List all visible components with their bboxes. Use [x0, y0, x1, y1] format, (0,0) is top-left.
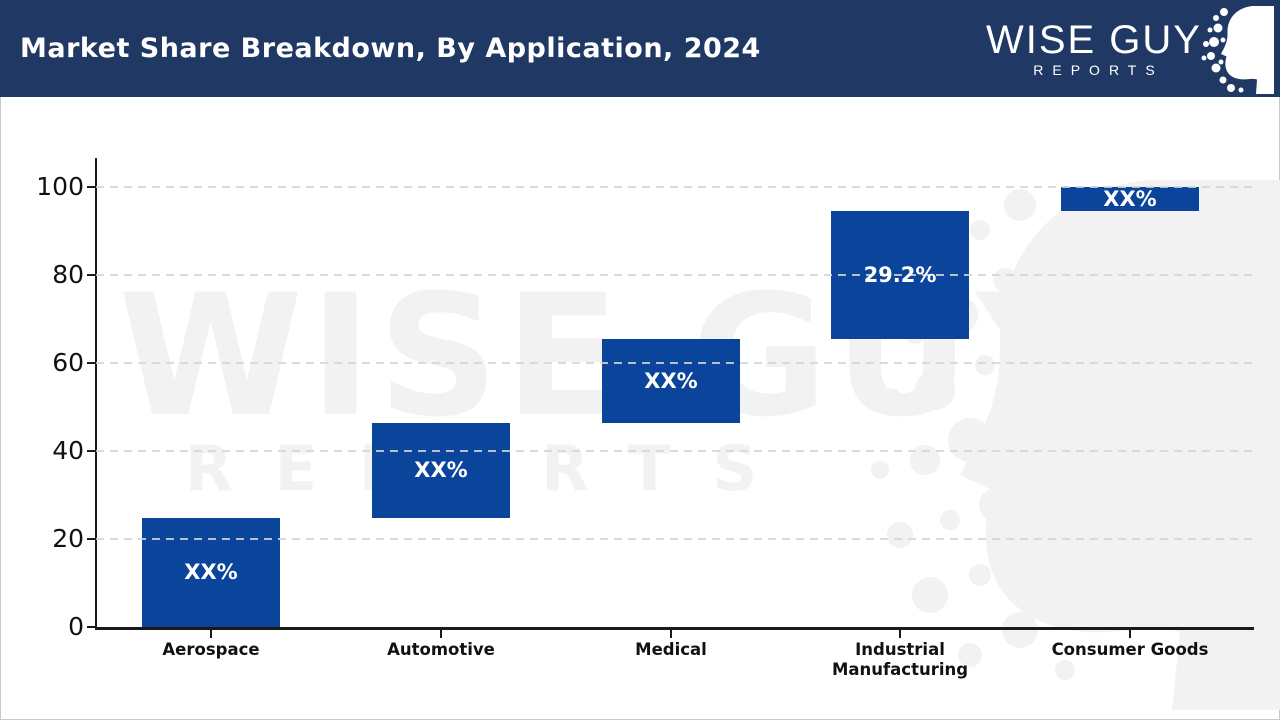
gridline [96, 362, 1253, 364]
x-category-label: Aerospace [162, 640, 260, 659]
y-tick-label: 0 [68, 612, 84, 641]
x-tick-mark [210, 630, 212, 638]
gridline [96, 274, 1253, 276]
x-tick-mark [440, 630, 442, 638]
y-tick-mark [87, 186, 96, 188]
y-tick-mark [87, 450, 96, 452]
x-tick-mark [899, 630, 901, 638]
y-tick-mark [87, 274, 96, 276]
bar-value-label: XX% [644, 369, 698, 394]
brand-logo-text: WISE GUY REPORTS [986, 20, 1202, 79]
waterfall-bar [1061, 187, 1199, 211]
waterfall-bar [372, 422, 510, 518]
gridline [96, 538, 1253, 540]
x-category-label: Consumer Goods [1051, 640, 1209, 659]
waterfall-bar [142, 517, 280, 627]
x-category-label: Automotive [387, 640, 495, 659]
x-axis-line [95, 627, 1254, 630]
bar-value-label: 29.2% [863, 262, 937, 287]
waterfall-bar [602, 339, 740, 423]
chart-title: Market Share Breakdown, By Application, … [20, 33, 761, 64]
y-tick-mark [87, 362, 96, 364]
y-tick-label: 20 [52, 524, 84, 553]
gridline [96, 450, 1253, 452]
watermark-head-icon [871, 180, 1280, 710]
y-tick-mark [87, 538, 96, 540]
y-tick-label: 80 [52, 260, 84, 289]
bar-value-label: XX% [184, 560, 238, 585]
y-tick-label: 60 [52, 348, 84, 377]
y-tick-label: 100 [36, 172, 84, 201]
brand-logo: WISE GUY REPORTS [986, 0, 1274, 97]
x-category-label: Industrial Manufacturing [831, 640, 969, 679]
y-tick-mark [87, 626, 96, 628]
header-bar: Market Share Breakdown, By Application, … [0, 0, 1280, 97]
brand-head-icon [1201, 6, 1274, 94]
x-tick-mark [670, 630, 672, 638]
x-tick-mark [1129, 630, 1131, 638]
y-axis-line [95, 158, 97, 629]
x-category-label: Medical [635, 640, 707, 659]
bar-value-label: XX% [1103, 186, 1157, 211]
y-tick-label: 40 [52, 436, 84, 465]
brand-name: WISE GUY [985, 18, 1202, 62]
gridline [96, 186, 1253, 188]
bar-value-label: XX% [414, 458, 468, 483]
brand-subtitle: REPORTS [1033, 62, 1164, 78]
